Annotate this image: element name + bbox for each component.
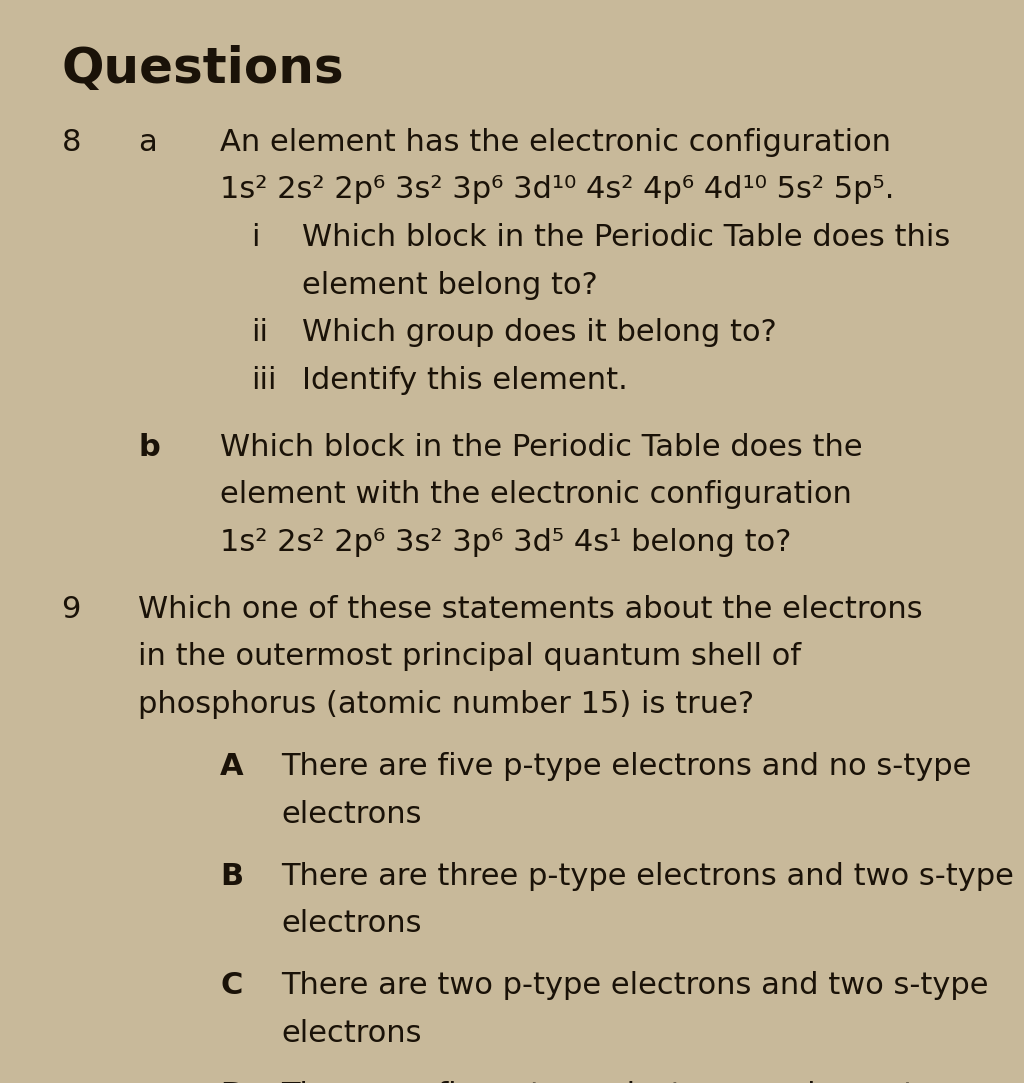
- Text: C: C: [220, 971, 243, 1001]
- Text: a: a: [138, 128, 157, 157]
- Text: 1s² 2s² 2p⁶ 3s² 3p⁶ 3d¹⁰ 4s² 4p⁶ 4d¹⁰ 5s² 5p⁵.: 1s² 2s² 2p⁶ 3s² 3p⁶ 3d¹⁰ 4s² 4p⁶ 4d¹⁰ 5s…: [220, 175, 895, 205]
- Text: Which block in the Periodic Table does this: Which block in the Periodic Table does t…: [302, 223, 950, 252]
- Text: element with the electronic configuration: element with the electronic configuratio…: [220, 481, 852, 509]
- Text: element belong to?: element belong to?: [302, 271, 598, 300]
- Text: Questions: Questions: [61, 45, 344, 93]
- Text: 8: 8: [61, 128, 81, 157]
- Text: Which block in the Periodic Table does the: Which block in the Periodic Table does t…: [220, 433, 863, 461]
- Text: electrons: electrons: [282, 1019, 422, 1048]
- Text: i: i: [251, 223, 259, 252]
- Text: There are five s-type electrons and no p-type: There are five s-type electrons and no p…: [282, 1081, 972, 1083]
- Text: An element has the electronic configuration: An element has the electronic configurat…: [220, 128, 891, 157]
- Text: electrons: electrons: [282, 799, 422, 828]
- Text: There are three p-type electrons and two s-type: There are three p-type electrons and two…: [282, 862, 1015, 890]
- Text: in the outermost principal quantum shell of: in the outermost principal quantum shell…: [138, 642, 801, 671]
- Text: iii: iii: [251, 366, 276, 395]
- Text: ii: ii: [251, 318, 268, 348]
- Text: Which one of these statements about the electrons: Which one of these statements about the …: [138, 595, 923, 624]
- Text: There are five p-type electrons and no s-type: There are five p-type electrons and no s…: [282, 752, 972, 781]
- Text: electrons: electrons: [282, 910, 422, 938]
- Text: B: B: [220, 862, 244, 890]
- Text: Identify this element.: Identify this element.: [302, 366, 628, 395]
- Text: There are two p-type electrons and two s-type: There are two p-type electrons and two s…: [282, 971, 989, 1001]
- Text: b: b: [138, 433, 160, 461]
- Text: A: A: [220, 752, 244, 781]
- Text: Which group does it belong to?: Which group does it belong to?: [302, 318, 777, 348]
- Text: D: D: [220, 1081, 246, 1083]
- Text: 1s² 2s² 2p⁶ 3s² 3p⁶ 3d⁵ 4s¹ belong to?: 1s² 2s² 2p⁶ 3s² 3p⁶ 3d⁵ 4s¹ belong to?: [220, 529, 792, 557]
- Text: phosphorus (atomic number 15) is true?: phosphorus (atomic number 15) is true?: [138, 690, 755, 719]
- Text: 9: 9: [61, 595, 81, 624]
